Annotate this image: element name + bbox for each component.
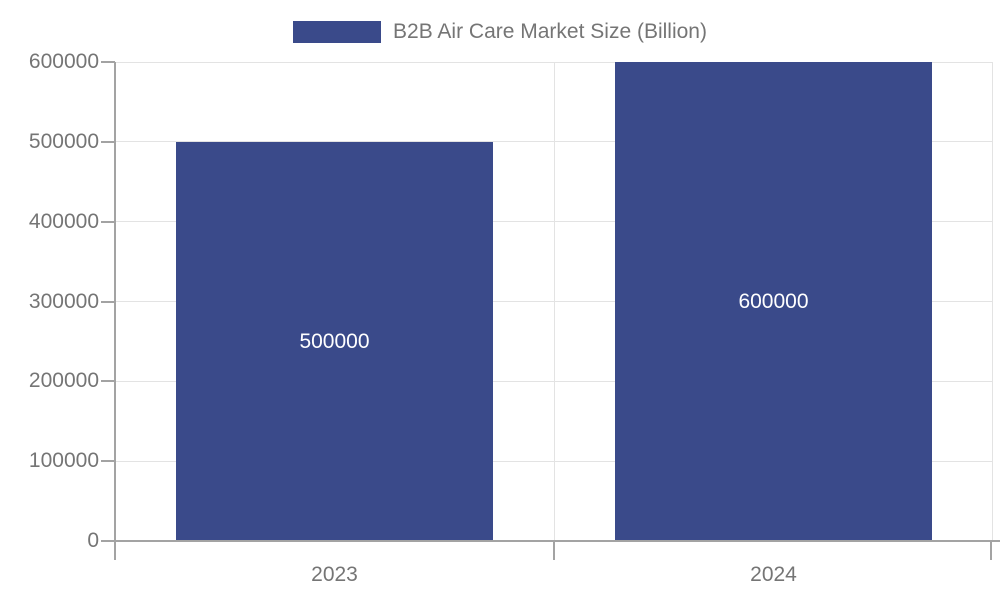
x-axis-labels: 2023 2024	[115, 562, 993, 590]
plot-area: 500000 600000	[115, 61, 993, 542]
legend-swatch	[293, 21, 382, 43]
y-tick-mark	[101, 61, 115, 63]
x-tick-mark	[553, 541, 555, 560]
y-tick-label: 100000	[28, 449, 99, 473]
category-boundary-line	[991, 62, 993, 541]
bar-value-label: 500000	[299, 329, 370, 353]
bar-2023: 500000	[176, 141, 493, 541]
y-tick-mark	[101, 540, 115, 542]
y-tick-label: 300000	[28, 289, 99, 313]
y-axis-ticks	[101, 61, 115, 542]
category-boundary-line	[553, 62, 555, 541]
y-tick-label: 200000	[28, 369, 99, 393]
y-tick-mark	[101, 220, 115, 223]
y-axis-labels: 0 100000 200000 300000 400000 500000 600000	[0, 50, 99, 552]
x-tick-mark	[990, 541, 992, 560]
x-axis-line	[101, 540, 1000, 542]
legend-label: B2B Air Care Market Size (Billion)	[393, 20, 707, 43]
legend-item[interactable]: B2B Air Care Market Size (Billion)	[0, 20, 1000, 44]
y-tick-label: 0	[87, 529, 99, 552]
bar-2024: 600000	[615, 62, 932, 541]
y-axis-line	[114, 62, 116, 560]
x-tick-label: 2024	[750, 563, 797, 586]
y-tick-label: 600000	[28, 50, 99, 73]
x-axis-ticks	[114, 541, 993, 560]
y-tick-mark	[101, 380, 115, 383]
y-tick-mark	[101, 460, 115, 463]
y-tick-label: 400000	[28, 209, 99, 233]
x-tick-mark	[114, 541, 116, 560]
y-tick-mark	[101, 300, 115, 303]
y-tick-mark	[101, 140, 115, 143]
y-tick-label: 500000	[28, 129, 99, 153]
x-tick-label: 2023	[311, 563, 358, 586]
bar-value-label: 600000	[738, 290, 809, 313]
